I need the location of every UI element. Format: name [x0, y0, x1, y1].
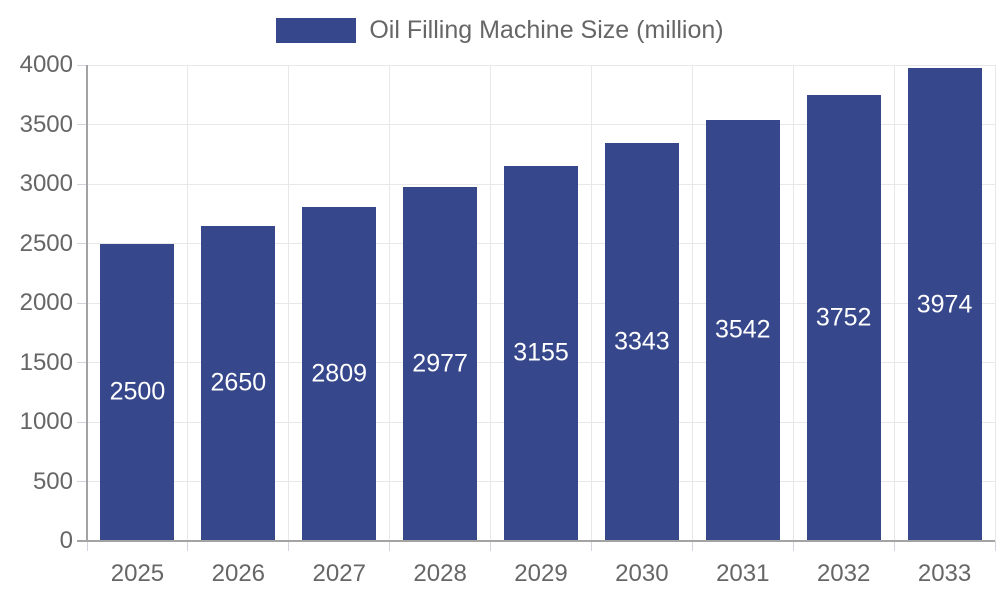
- y-axis-tick: [77, 481, 87, 482]
- y-gridline: [87, 64, 995, 66]
- x-axis-tick: [187, 541, 189, 551]
- y-axis-tick-label: 500: [32, 467, 73, 495]
- x-axis-tick: [490, 541, 492, 551]
- bar-value-label: 3542: [714, 315, 771, 344]
- y-axis-tick-label: 3500: [19, 110, 73, 138]
- x-axis-tick: [893, 541, 895, 551]
- bar-value-label: 2809: [311, 359, 368, 388]
- x-axis-label-2029: 2029: [514, 560, 568, 587]
- bar-value-label: 2650: [210, 368, 267, 397]
- y-axis-tick: [77, 64, 87, 66]
- y-axis-tick: [77, 183, 87, 185]
- y-axis-tick-label: 2000: [19, 289, 73, 316]
- y-axis-tick-label: 1500: [19, 348, 73, 376]
- y-axis-tick-label: 0: [59, 527, 73, 554]
- x-axis-label-2027: 2027: [312, 560, 366, 587]
- bar-2032: 3752: [806, 94, 881, 541]
- x-axis-label-2031: 2031: [716, 560, 770, 587]
- y-axis-tick-label: 1000: [19, 408, 73, 435]
- x-axis-label-2028: 2028: [413, 560, 467, 587]
- x-axis-tick: [691, 541, 693, 551]
- x-axis-tick: [86, 541, 88, 551]
- y-axis-tick: [77, 243, 87, 244]
- x-axis-label-2033: 2033: [917, 560, 972, 587]
- bar-2025: 2500: [100, 243, 175, 541]
- x-gridline: [187, 65, 189, 541]
- y-axis-line: [86, 65, 88, 542]
- bar-value-label: 3155: [513, 338, 569, 367]
- legend-label: Oil Filling Machine Size (million): [369, 16, 724, 44]
- y-axis-tick-label: 4000: [19, 51, 73, 78]
- y-axis-tick: [77, 421, 87, 423]
- bar-2029: 3155: [504, 165, 578, 541]
- x-gridline: [389, 65, 391, 541]
- y-axis-tick: [77, 302, 87, 304]
- legend[interactable]: Oil Filling Machine Size (million): [0, 16, 1000, 45]
- bar-value-label: 3974: [916, 290, 973, 319]
- x-gridline: [893, 65, 895, 541]
- y-gridline: [87, 124, 995, 125]
- y-axis-tick: [77, 124, 87, 125]
- x-axis-tick: [288, 541, 290, 551]
- legend-swatch-icon: [276, 18, 357, 43]
- bar-2028: 2977: [403, 186, 478, 541]
- bar-2033: 3974: [907, 68, 982, 541]
- bar-value-label: 2977: [412, 349, 468, 378]
- x-gridline: [590, 65, 592, 541]
- x-axis-tick: [792, 541, 794, 551]
- x-axis-label-2025: 2025: [110, 560, 165, 587]
- x-gridline: [288, 65, 290, 541]
- y-axis-tick-label: 2500: [19, 229, 73, 257]
- bar-value-label: 2500: [109, 377, 166, 406]
- x-axis-label-2026: 2026: [211, 560, 266, 587]
- bar-value-label: 3752: [815, 303, 872, 332]
- y-axis-tick-label: 3000: [19, 170, 73, 197]
- x-axis-line: [77, 540, 995, 542]
- x-gridline: [691, 65, 693, 541]
- x-axis-label-2030: 2030: [615, 560, 669, 587]
- y-axis-tick: [77, 362, 87, 363]
- bar-2030: 3343: [604, 143, 679, 541]
- x-axis-tick: [389, 541, 391, 551]
- x-axis-tick: [590, 541, 592, 551]
- bar-2026: 2650: [201, 225, 276, 541]
- x-gridline: [490, 65, 492, 541]
- x-gridline: [994, 65, 996, 541]
- x-axis-tick: [994, 541, 996, 551]
- bar-2027: 2809: [302, 206, 377, 541]
- x-gridline: [792, 65, 794, 541]
- bar-value-label: 3343: [614, 327, 670, 356]
- bar-2031: 3542: [705, 119, 780, 541]
- x-axis-label-2032: 2032: [816, 560, 871, 587]
